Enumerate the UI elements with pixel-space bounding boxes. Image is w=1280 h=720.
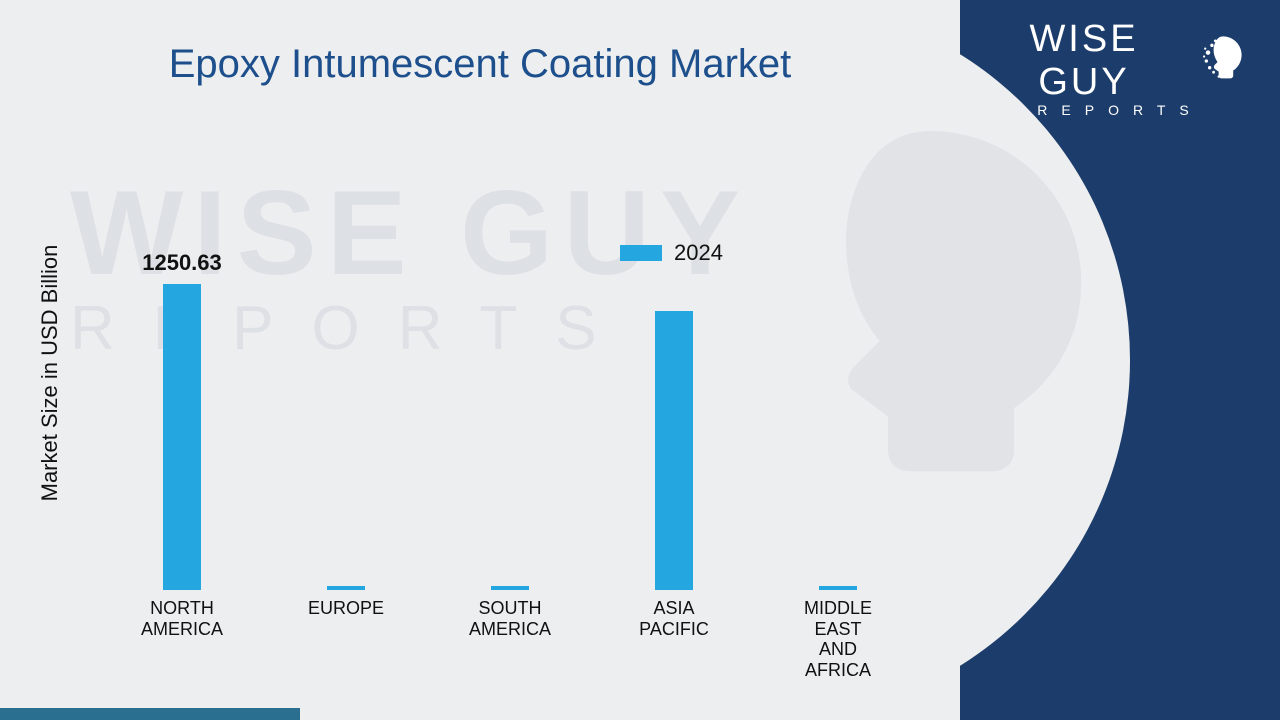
- x-tick-label: SOUTHAMERICA: [436, 598, 584, 639]
- logo-main-row: WISE GUY: [980, 18, 1250, 104]
- y-axis-label: Market Size in USD Billion: [37, 245, 63, 502]
- bar: [163, 284, 201, 590]
- bar: [819, 586, 857, 590]
- bar: [327, 586, 365, 590]
- x-tick-label: ASIAPACIFIC: [600, 598, 748, 639]
- bar: [491, 586, 529, 590]
- x-tick-label: MIDDLEEASTANDAFRICA: [764, 598, 912, 681]
- bar-chart: 2024 1250.63NORTHAMERICAEUROPESOUTHAMERI…: [100, 160, 920, 590]
- bar: [655, 311, 693, 590]
- x-tick-label: NORTHAMERICA: [108, 598, 256, 639]
- logo-head-icon: [1194, 33, 1250, 89]
- chart-title: Epoxy Intumescent Coating Market: [0, 42, 960, 87]
- x-tick-label: EUROPE: [272, 598, 420, 619]
- logo-sub-text: REPORTS: [980, 102, 1250, 118]
- brand-logo: WISE GUY REPORTS: [980, 18, 1250, 118]
- canvas: WISE GUY REPORTS WISE GUY REPORTS Epoxy …: [0, 0, 1280, 720]
- bar-value-label: 1250.63: [142, 250, 222, 276]
- logo-main-text: WISE GUY: [980, 18, 1188, 104]
- plot-area: 1250.63NORTHAMERICAEUROPESOUTHAMERICAASI…: [100, 160, 920, 590]
- bottom-accent-bar: [0, 708, 300, 720]
